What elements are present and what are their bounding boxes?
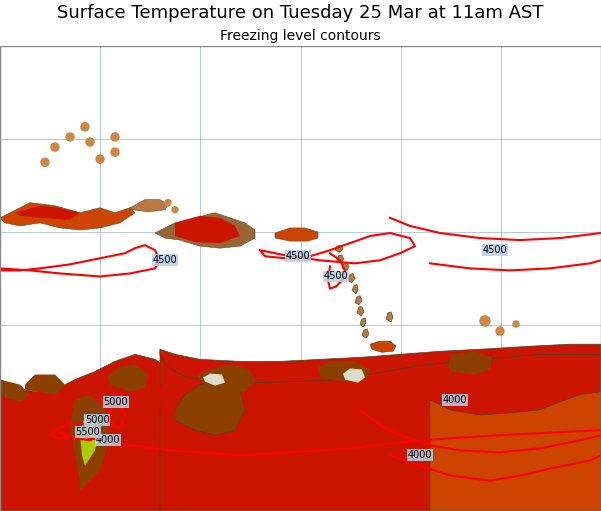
PathPatch shape bbox=[0, 203, 135, 230]
Text: Freezing level contours: Freezing level contours bbox=[220, 29, 381, 43]
PathPatch shape bbox=[80, 415, 100, 466]
PathPatch shape bbox=[342, 262, 349, 270]
PathPatch shape bbox=[198, 364, 255, 392]
Circle shape bbox=[172, 207, 178, 213]
Text: 4500: 4500 bbox=[153, 256, 177, 265]
Circle shape bbox=[480, 316, 490, 326]
PathPatch shape bbox=[360, 318, 366, 327]
PathPatch shape bbox=[175, 216, 240, 243]
Text: 4500: 4500 bbox=[285, 251, 310, 261]
Text: 5500: 5500 bbox=[76, 427, 100, 437]
Circle shape bbox=[111, 148, 119, 156]
PathPatch shape bbox=[155, 213, 255, 248]
PathPatch shape bbox=[0, 385, 140, 455]
PathPatch shape bbox=[335, 245, 343, 252]
PathPatch shape bbox=[160, 349, 601, 511]
Text: 5000: 5000 bbox=[85, 415, 109, 425]
PathPatch shape bbox=[130, 200, 168, 212]
Text: 4000: 4000 bbox=[407, 450, 432, 460]
PathPatch shape bbox=[362, 329, 369, 338]
Text: 5000: 5000 bbox=[104, 397, 128, 407]
Circle shape bbox=[41, 158, 49, 166]
Text: 4000: 4000 bbox=[96, 435, 120, 445]
PathPatch shape bbox=[70, 394, 110, 491]
PathPatch shape bbox=[352, 285, 358, 294]
Circle shape bbox=[51, 143, 59, 151]
PathPatch shape bbox=[370, 341, 396, 352]
PathPatch shape bbox=[0, 380, 30, 402]
PathPatch shape bbox=[175, 380, 245, 435]
PathPatch shape bbox=[0, 354, 230, 511]
PathPatch shape bbox=[448, 351, 492, 375]
Circle shape bbox=[496, 327, 504, 335]
PathPatch shape bbox=[337, 255, 344, 262]
PathPatch shape bbox=[343, 368, 365, 383]
Circle shape bbox=[165, 200, 171, 206]
Text: 4500: 4500 bbox=[483, 245, 507, 255]
PathPatch shape bbox=[203, 374, 225, 386]
Circle shape bbox=[86, 138, 94, 146]
Circle shape bbox=[513, 321, 519, 327]
Circle shape bbox=[111, 133, 119, 141]
PathPatch shape bbox=[275, 228, 318, 241]
PathPatch shape bbox=[15, 206, 80, 220]
Circle shape bbox=[81, 123, 89, 131]
Text: Surface Temperature on Tuesday 25 Mar at 11am AST: Surface Temperature on Tuesday 25 Mar at… bbox=[57, 4, 544, 22]
Text: 4500: 4500 bbox=[324, 271, 349, 282]
PathPatch shape bbox=[25, 375, 65, 394]
PathPatch shape bbox=[386, 312, 393, 322]
PathPatch shape bbox=[348, 273, 355, 283]
PathPatch shape bbox=[318, 361, 370, 382]
PathPatch shape bbox=[125, 378, 162, 415]
Circle shape bbox=[96, 155, 104, 163]
PathPatch shape bbox=[357, 307, 364, 316]
PathPatch shape bbox=[430, 392, 601, 511]
PathPatch shape bbox=[108, 364, 148, 392]
PathPatch shape bbox=[355, 296, 362, 305]
Text: 4000: 4000 bbox=[443, 395, 467, 405]
PathPatch shape bbox=[160, 344, 601, 383]
Circle shape bbox=[66, 133, 74, 141]
